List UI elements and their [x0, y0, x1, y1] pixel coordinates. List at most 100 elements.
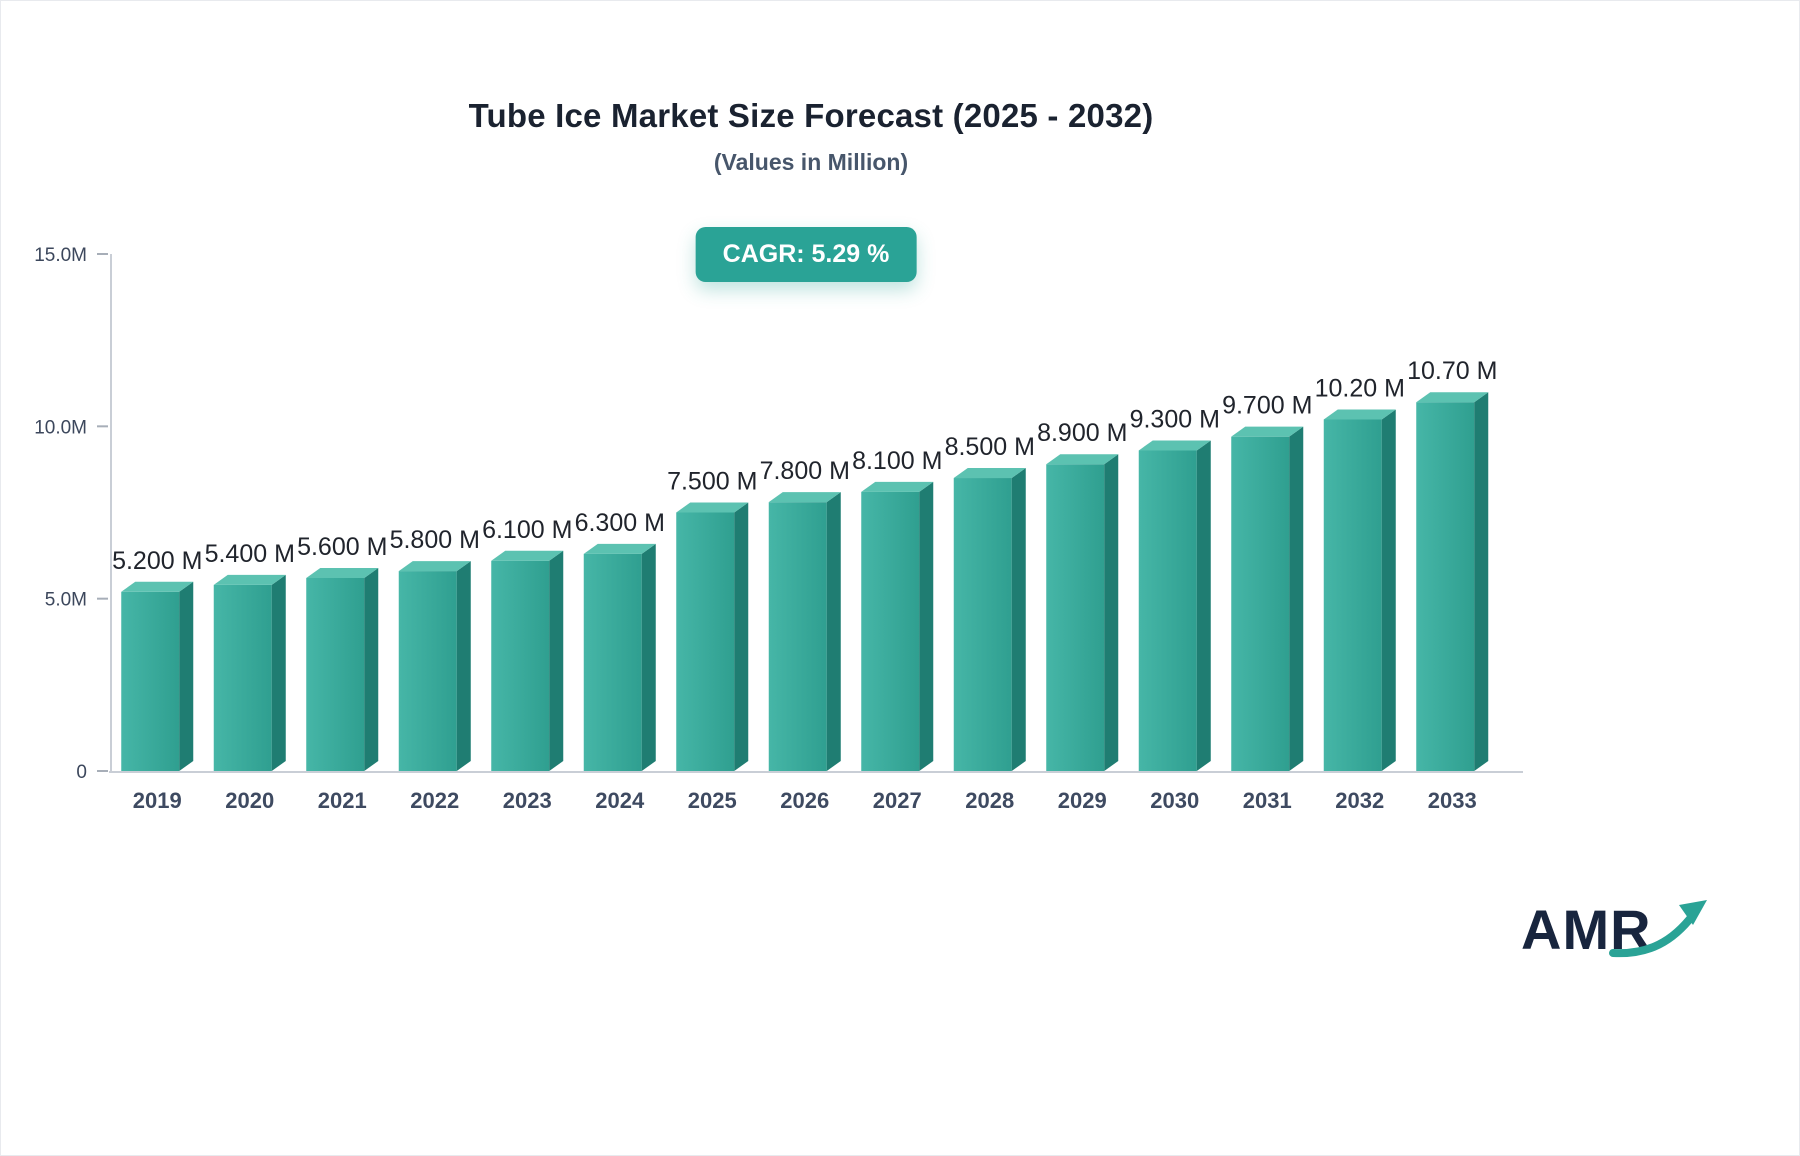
- logo-arrow-icon: [1609, 900, 1707, 958]
- x-category-label: 2032: [1335, 788, 1384, 813]
- bar-front-face: [1323, 419, 1382, 771]
- x-category-label: 2019: [133, 788, 182, 813]
- bar-side-face: [1381, 409, 1396, 771]
- bar-top-face: [306, 567, 379, 578]
- bar-value-label: 8.900 M: [1037, 419, 1127, 447]
- bar-top-face: [398, 561, 471, 572]
- bar-front-face: [398, 571, 457, 771]
- bar-side-face: [271, 574, 286, 771]
- bar: 5.200 M 2019: [112, 547, 202, 813]
- bar-side-face: [919, 481, 934, 771]
- bar-value-label: 5.400 M: [205, 540, 295, 568]
- bar-front-face: [1416, 402, 1475, 771]
- bar-front-face: [583, 553, 642, 771]
- x-category-label: 2033: [1428, 788, 1477, 813]
- bar: 6.100 M 2023: [482, 516, 572, 813]
- x-category-label: 2023: [503, 788, 552, 813]
- bar: 5.400 M 2020: [205, 540, 295, 813]
- bar-front-face: [491, 560, 550, 771]
- x-category-label: 2026: [780, 788, 829, 813]
- bar: 5.800 M 2022: [390, 526, 480, 813]
- bar-side-face: [456, 561, 471, 771]
- bar-side-face: [641, 543, 656, 771]
- x-category-label: 2022: [410, 788, 459, 813]
- bar-side-face: [1474, 392, 1489, 771]
- x-category-label: 2031: [1243, 788, 1292, 813]
- cagr-badge: CAGR: 5.29 %: [695, 227, 917, 282]
- x-category-label: 2030: [1150, 788, 1199, 813]
- bar: 8.100 M 2027: [852, 447, 942, 813]
- bar-top-face: [1323, 409, 1396, 420]
- bar-top-face: [953, 468, 1026, 479]
- bar-top-face: [121, 581, 194, 592]
- bar: 10.70 M 2033: [1407, 357, 1497, 813]
- bar-top-face: [1046, 454, 1119, 465]
- bar-front-face: [676, 512, 735, 771]
- bar-side-face: [734, 502, 749, 771]
- x-category-label: 2029: [1058, 788, 1107, 813]
- bar-side-face: [1011, 468, 1026, 771]
- bar-side-face: [826, 492, 841, 771]
- bar-front-face: [1138, 450, 1197, 771]
- bar-side-face: [1289, 426, 1304, 771]
- bar-front-face: [768, 502, 827, 771]
- x-category-label: 2028: [965, 788, 1014, 813]
- bar: 7.800 M 2026: [760, 457, 850, 813]
- bar-value-label: 6.100 M: [482, 516, 572, 544]
- x-category-label: 2024: [595, 788, 645, 813]
- bar-top-face: [676, 502, 749, 513]
- y-tick-label: 10.0M: [34, 417, 87, 438]
- bar-top-face: [1416, 392, 1489, 403]
- bar-front-face: [306, 577, 365, 771]
- bar-top-face: [768, 492, 841, 503]
- bar-front-face: [121, 591, 180, 771]
- bar-value-label: 8.100 M: [852, 447, 942, 475]
- bar-value-label: 6.300 M: [575, 509, 665, 537]
- bar-value-label: 10.20 M: [1315, 374, 1405, 402]
- y-tick-label: 0: [76, 762, 87, 783]
- bar-side-face: [1196, 440, 1211, 771]
- chart-subtitle: (Values in Million): [713, 149, 909, 175]
- bar-top-face: [491, 550, 564, 561]
- amr-logo: AMR: [1521, 897, 1741, 969]
- bar-top-face: [1138, 440, 1211, 451]
- bar-front-face: [1231, 436, 1290, 771]
- bar-top-face: [861, 481, 934, 492]
- bar-front-face: [1046, 464, 1105, 771]
- bar-front-face: [213, 584, 272, 771]
- bar: 8.900 M 2029: [1037, 419, 1127, 813]
- bar-value-label: 9.300 M: [1130, 405, 1220, 433]
- bar-value-label: 7.500 M: [667, 468, 757, 496]
- bar-side-face: [179, 581, 194, 771]
- bar-value-label: 7.800 M: [760, 457, 850, 485]
- bar-front-face: [861, 491, 920, 771]
- bar-top-face: [213, 574, 286, 585]
- bar: 5.600 M 2021: [297, 533, 387, 813]
- y-tick-label: 15.0M: [34, 245, 87, 266]
- bar: 9.700 M 2031: [1222, 392, 1312, 813]
- bar-value-label: 5.800 M: [390, 526, 480, 554]
- bar: 7.500 M 2025: [667, 468, 757, 814]
- bar-value-label: 5.200 M: [112, 547, 202, 575]
- bar-value-label: 5.600 M: [297, 533, 387, 561]
- bar-value-label: 9.700 M: [1222, 392, 1312, 420]
- bar-side-face: [1104, 454, 1119, 771]
- x-category-label: 2021: [318, 788, 367, 813]
- bar-value-label: 8.500 M: [945, 433, 1035, 461]
- y-tick-label: 5.0M: [45, 590, 87, 611]
- bar-top-face: [1231, 426, 1304, 437]
- bar: 10.20 M 2032: [1315, 374, 1405, 813]
- bar-side-face: [549, 550, 564, 771]
- bar-front-face: [953, 478, 1012, 771]
- bar-top-face: [583, 543, 656, 554]
- x-category-label: 2025: [688, 788, 737, 813]
- bar: 9.300 M 2030: [1130, 405, 1220, 813]
- chart-title: Tube Ice Market Size Forecast (2025 - 20…: [468, 97, 1154, 134]
- x-category-label: 2027: [873, 788, 922, 813]
- bar: 6.300 M 2024: [575, 509, 665, 813]
- bar-value-label: 10.70 M: [1407, 357, 1497, 385]
- bar-side-face: [364, 567, 379, 771]
- bar: 8.500 M 2028: [945, 433, 1035, 813]
- x-category-label: 2020: [225, 788, 274, 813]
